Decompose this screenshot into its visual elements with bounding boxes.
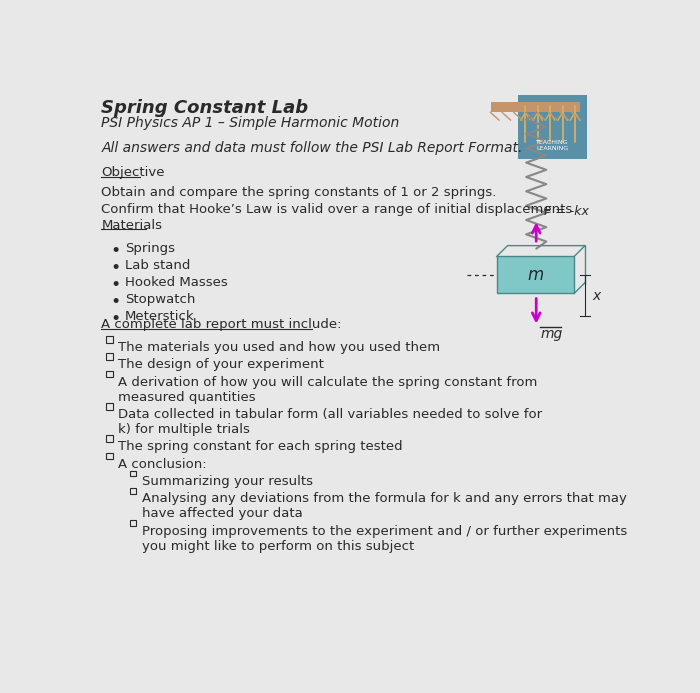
Bar xyxy=(517,96,587,159)
Text: •: • xyxy=(111,292,121,310)
Bar xyxy=(130,520,136,526)
Bar xyxy=(106,435,113,442)
Bar xyxy=(106,353,113,360)
Text: Data collected in tabular form (all variables needed to solve for: Data collected in tabular form (all vari… xyxy=(118,408,542,421)
Text: A derivation of how you will calculate the spring constant from: A derivation of how you will calculate t… xyxy=(118,376,538,389)
Text: All answers and data must follow the PSI Lab Report Format.: All answers and data must follow the PSI… xyxy=(102,141,523,155)
Text: k) for multiple trials: k) for multiple trials xyxy=(118,423,251,436)
Text: The design of your experiment: The design of your experiment xyxy=(118,358,324,371)
Bar xyxy=(130,471,136,477)
Text: •: • xyxy=(111,258,121,277)
Text: A conclusion:: A conclusion: xyxy=(118,458,207,471)
Text: Hooked Masses: Hooked Masses xyxy=(125,276,228,289)
Text: Springs: Springs xyxy=(125,242,175,255)
Text: Meterstick: Meterstick xyxy=(125,310,195,322)
Text: Materials: Materials xyxy=(102,219,162,231)
Text: Proposing improvements to the experiment and / or further experiments: Proposing improvements to the experiment… xyxy=(141,525,627,538)
Text: Confirm that Hooke’s Law is valid over a range of initial displacements: Confirm that Hooke’s Law is valid over a… xyxy=(102,203,573,216)
Text: PSI Physics AP 1 – Simple Harmonic Motion: PSI Physics AP 1 – Simple Harmonic Motio… xyxy=(102,116,400,130)
Bar xyxy=(130,488,136,493)
Text: The spring constant for each spring tested: The spring constant for each spring test… xyxy=(118,441,403,453)
Text: Summarizing your results: Summarizing your results xyxy=(141,475,313,488)
Text: m: m xyxy=(527,266,544,284)
Text: mg: mg xyxy=(540,327,562,341)
Text: Stopwatch: Stopwatch xyxy=(125,292,195,306)
Text: Lab stand: Lab stand xyxy=(125,258,190,272)
Text: measured quantities: measured quantities xyxy=(118,391,256,404)
Text: Spring Constant Lab: Spring Constant Lab xyxy=(102,99,309,117)
Text: you might like to perform on this subject: you might like to perform on this subjec… xyxy=(141,540,414,553)
Text: The materials you used and how you used them: The materials you used and how you used … xyxy=(118,341,440,354)
Bar xyxy=(106,453,113,459)
Text: have affected your data: have affected your data xyxy=(141,507,302,520)
Text: Obtain and compare the spring constants of 1 or 2 springs.: Obtain and compare the spring constants … xyxy=(102,186,497,200)
Bar xyxy=(491,103,580,112)
Text: A complete lab report must include:: A complete lab report must include: xyxy=(102,318,342,331)
Text: •: • xyxy=(111,310,121,328)
Bar xyxy=(106,336,113,342)
Text: TEACHING
LEARNING: TEACHING LEARNING xyxy=(536,140,568,151)
Text: F = -kx: F = -kx xyxy=(544,205,589,218)
Bar xyxy=(106,403,113,410)
Bar xyxy=(106,371,113,377)
Text: •: • xyxy=(111,242,121,260)
Text: x: x xyxy=(593,289,601,303)
Text: •: • xyxy=(111,276,121,294)
Bar xyxy=(497,256,574,293)
Text: Analysing any deviations from the formula for k and any errors that may: Analysing any deviations from the formul… xyxy=(141,493,626,505)
Text: Objective: Objective xyxy=(102,166,165,179)
